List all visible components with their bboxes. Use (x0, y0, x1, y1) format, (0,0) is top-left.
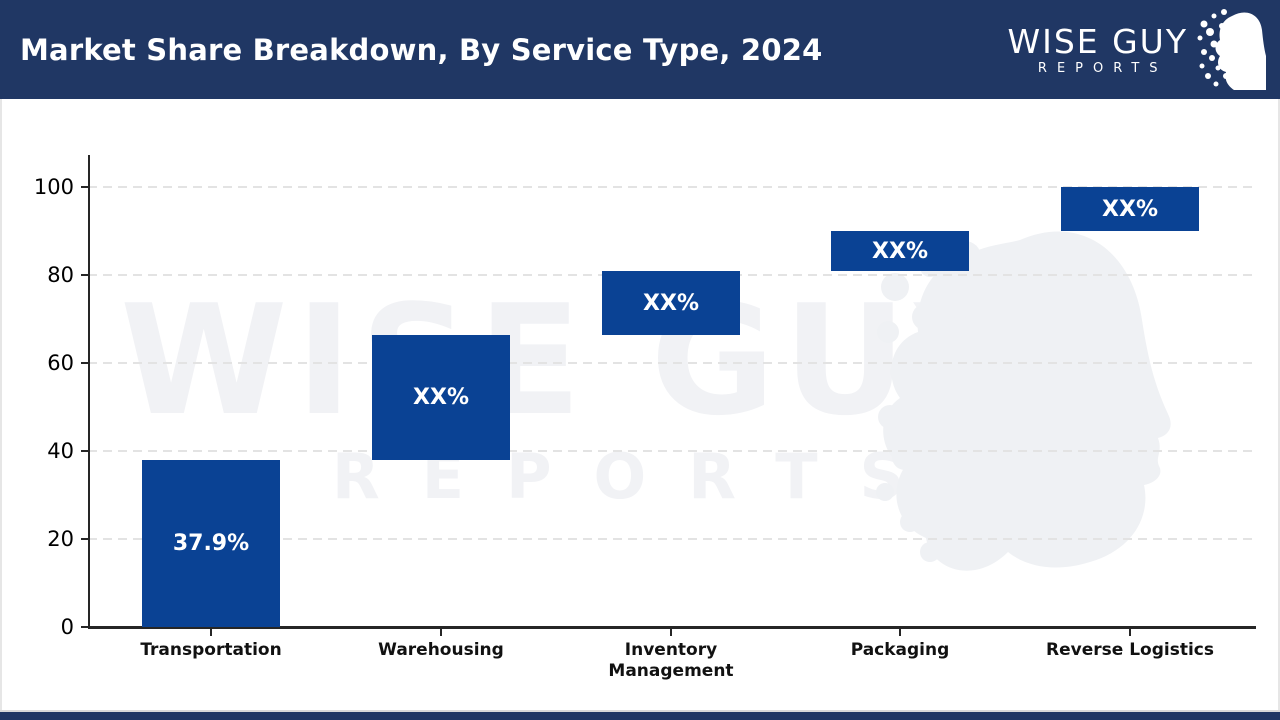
y-tick-mark (81, 626, 88, 628)
y-axis-line (88, 155, 90, 629)
header-bar: Market Share Breakdown, By Service Type,… (0, 0, 1280, 99)
x-tick-mark (1129, 629, 1131, 636)
y-tick-mark (81, 362, 88, 364)
bar-warehousing: XX% (372, 334, 510, 461)
gridline-20 (88, 538, 1256, 540)
wise-guy-logo: WISE GUY REPORTS (1007, 6, 1266, 94)
y-tick-label: 0 (60, 615, 74, 639)
y-tick-label: 60 (47, 351, 74, 375)
y-tick-label: 100 (33, 175, 74, 199)
bar-value-label: XX% (1102, 196, 1158, 222)
footer-bar (0, 710, 1280, 720)
y-tick-mark (81, 186, 88, 188)
y-tick-mark (81, 450, 88, 452)
logo-subtitle: REPORTS (1037, 60, 1168, 76)
logo-text: WISE GUY REPORTS (1007, 25, 1188, 75)
logo-wordmark: WISE GUY (1007, 21, 1188, 61)
watermark-face-icon (870, 212, 1190, 596)
gridline-40 (88, 450, 1256, 452)
bar-value-label: XX% (643, 290, 699, 316)
x-axis-label-transportation: Transportation (140, 640, 282, 660)
x-axis-label-packaging: Packaging (850, 640, 950, 660)
x-axis-label-reverse-logistics: Reverse Logistics (1046, 640, 1214, 660)
x-tick-mark (210, 629, 212, 636)
x-tick-mark (440, 629, 442, 636)
y-tick-mark (81, 274, 88, 276)
bar-inventory-management: XX% (602, 271, 740, 335)
y-tick-label: 40 (47, 439, 74, 463)
bar-value-label: XX% (413, 385, 469, 411)
watermark-wordmark: WISE GUY (120, 272, 1033, 449)
logo-face-icon (1194, 6, 1266, 94)
gridline-100 (88, 186, 1256, 188)
x-tick-mark (899, 629, 901, 636)
y-tick-label: 80 (47, 263, 74, 287)
gridline-60 (88, 362, 1256, 364)
y-tick-mark (81, 538, 88, 540)
bar-reverse-logistics: XX% (1061, 187, 1199, 231)
bar-packaging: XX% (831, 231, 969, 272)
y-tick-label: 20 (47, 527, 74, 551)
x-axis-label-warehousing: Warehousing (378, 640, 504, 660)
bar-value-label: XX% (872, 238, 928, 264)
chart-title: Market Share Breakdown, By Service Type,… (20, 32, 823, 67)
bar-transportation: 37.9% (142, 460, 280, 627)
x-axis-label-inventory-management: Inventory Management (608, 640, 734, 682)
bar-value-label: 37.9% (172, 531, 250, 557)
x-axis-line (88, 626, 1256, 629)
x-tick-mark (670, 629, 672, 636)
